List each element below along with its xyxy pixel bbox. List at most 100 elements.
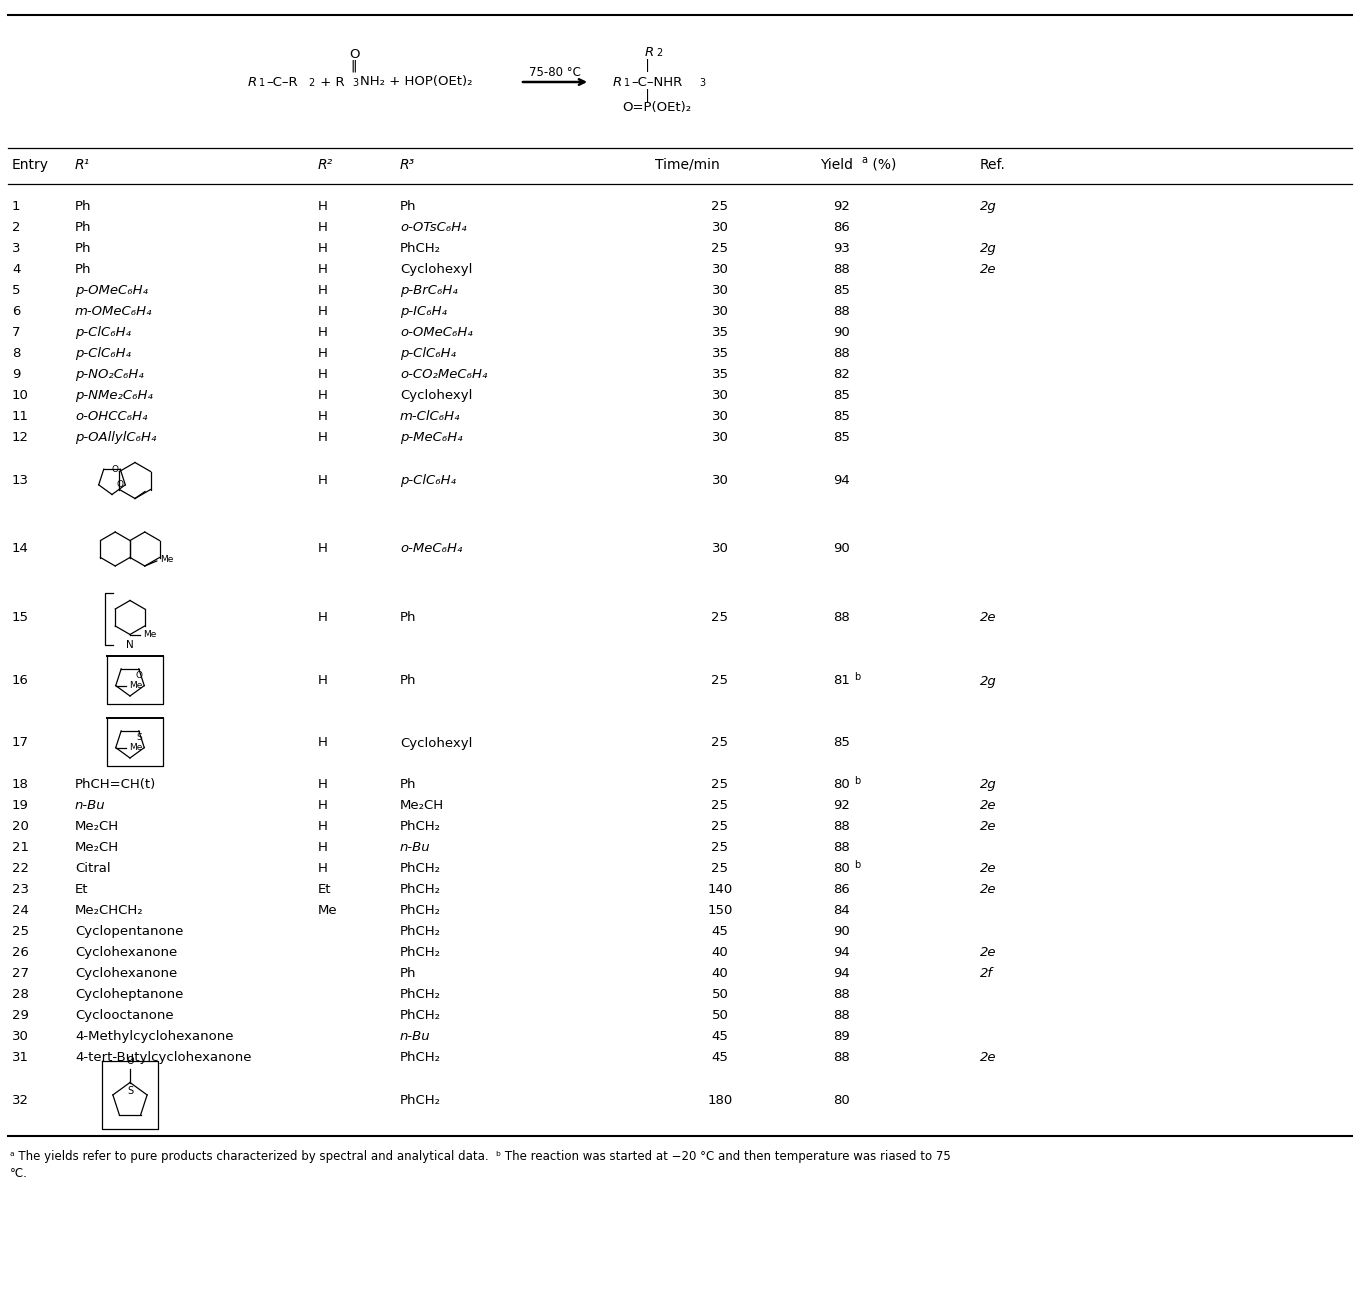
Text: 24: 24 xyxy=(12,904,29,917)
Text: 15: 15 xyxy=(12,610,29,624)
Text: N: N xyxy=(126,639,133,650)
Text: 30: 30 xyxy=(711,389,729,402)
Text: 25: 25 xyxy=(711,799,729,812)
Text: Cyclopentanone: Cyclopentanone xyxy=(75,925,184,938)
Text: 25: 25 xyxy=(12,925,29,938)
Text: Me: Me xyxy=(143,630,156,639)
Text: 2e: 2e xyxy=(981,862,997,875)
Text: Cyclohexyl: Cyclohexyl xyxy=(400,389,472,402)
Text: 29: 29 xyxy=(12,1009,29,1022)
Text: Ph: Ph xyxy=(75,263,91,276)
Text: –C–NHR: –C–NHR xyxy=(631,76,683,89)
Text: o-OHCC₆H₄: o-OHCC₆H₄ xyxy=(75,410,147,423)
Text: 85: 85 xyxy=(834,284,850,297)
Text: H: H xyxy=(318,326,328,339)
Text: 13: 13 xyxy=(12,474,29,487)
Text: H: H xyxy=(318,242,328,255)
Text: p-ClC₆H₄: p-ClC₆H₄ xyxy=(75,326,131,339)
Text: 2g: 2g xyxy=(981,200,997,214)
Text: 2e: 2e xyxy=(981,883,997,896)
Text: °C.: °C. xyxy=(10,1167,27,1180)
Text: PhCH₂: PhCH₂ xyxy=(400,1094,441,1107)
Text: p-MeC₆H₄: p-MeC₆H₄ xyxy=(400,431,462,444)
Text: 92: 92 xyxy=(834,799,850,812)
Text: Ph: Ph xyxy=(400,610,416,624)
Text: Me: Me xyxy=(318,904,337,917)
Text: 8: 8 xyxy=(12,347,20,360)
Text: 45: 45 xyxy=(711,1051,729,1064)
Text: 25: 25 xyxy=(711,841,729,854)
Text: 30: 30 xyxy=(711,284,729,297)
Text: O: O xyxy=(126,1056,133,1065)
Text: 2: 2 xyxy=(12,221,20,234)
Text: 9: 9 xyxy=(12,368,20,381)
Text: 30: 30 xyxy=(711,410,729,423)
Text: Ph: Ph xyxy=(75,242,91,255)
Text: Me: Me xyxy=(129,743,141,752)
Text: 6: 6 xyxy=(12,305,20,318)
Text: n-Bu: n-Bu xyxy=(400,841,431,854)
Text: 50: 50 xyxy=(711,1009,729,1022)
Text: 85: 85 xyxy=(834,410,850,423)
Text: 16: 16 xyxy=(12,675,29,688)
Text: 2e: 2e xyxy=(981,610,997,624)
Text: m-ClC₆H₄: m-ClC₆H₄ xyxy=(400,410,461,423)
Text: 30: 30 xyxy=(12,1030,29,1043)
Text: 2e: 2e xyxy=(981,820,997,833)
Text: 30: 30 xyxy=(711,474,729,487)
Text: p-ClC₆H₄: p-ClC₆H₄ xyxy=(75,347,131,360)
Text: 20: 20 xyxy=(12,820,29,833)
Text: 92: 92 xyxy=(834,200,850,214)
Text: 35: 35 xyxy=(711,326,729,339)
Text: 25: 25 xyxy=(711,242,729,255)
Text: H: H xyxy=(318,542,328,555)
Text: 25: 25 xyxy=(711,820,729,833)
Text: b: b xyxy=(854,776,861,786)
Text: 2f: 2f xyxy=(981,967,993,980)
Text: PhCH₂: PhCH₂ xyxy=(400,883,441,896)
Text: NH₂ + HOP(OEt)₂: NH₂ + HOP(OEt)₂ xyxy=(360,76,472,89)
Text: 88: 88 xyxy=(834,347,850,360)
Text: 25: 25 xyxy=(711,778,729,791)
Text: Me₂CH: Me₂CH xyxy=(75,820,120,833)
Text: 94: 94 xyxy=(834,967,850,980)
Text: o-OMeC₆H₄: o-OMeC₆H₄ xyxy=(400,326,473,339)
Text: H: H xyxy=(318,347,328,360)
Text: (%): (%) xyxy=(868,159,896,172)
Text: 4-tert-Butylcyclohexanone: 4-tert-Butylcyclohexanone xyxy=(75,1051,252,1064)
Text: H: H xyxy=(318,799,328,812)
Text: 85: 85 xyxy=(834,736,850,749)
Text: ❘: ❘ xyxy=(642,59,654,72)
Text: Ph: Ph xyxy=(400,967,416,980)
Text: R: R xyxy=(248,76,257,89)
Text: Me₂CH: Me₂CH xyxy=(400,799,445,812)
Text: PhCH₂: PhCH₂ xyxy=(400,820,441,833)
Text: 27: 27 xyxy=(12,967,29,980)
Text: H: H xyxy=(318,221,328,234)
Text: R¹: R¹ xyxy=(75,159,90,172)
Text: n-Bu: n-Bu xyxy=(75,799,106,812)
Text: O: O xyxy=(117,481,124,490)
Text: Cyclohexanone: Cyclohexanone xyxy=(75,967,177,980)
Text: PhCH₂: PhCH₂ xyxy=(400,242,441,255)
Text: H: H xyxy=(318,820,328,833)
Text: 89: 89 xyxy=(834,1030,850,1043)
Text: Yield: Yield xyxy=(820,159,853,172)
Text: 88: 88 xyxy=(834,263,850,276)
Text: H: H xyxy=(318,410,328,423)
Text: 82: 82 xyxy=(834,368,850,381)
Text: Cyclohexanone: Cyclohexanone xyxy=(75,946,177,959)
Text: 4: 4 xyxy=(12,263,20,276)
Text: 86: 86 xyxy=(834,883,850,896)
Text: Ph: Ph xyxy=(400,200,416,214)
Text: H: H xyxy=(318,389,328,402)
Text: ᵃ The yields refer to pure products characterized by spectral and analytical dat: ᵃ The yields refer to pure products char… xyxy=(10,1150,951,1163)
Text: o-OTsC₆H₄: o-OTsC₆H₄ xyxy=(400,221,466,234)
Text: 1: 1 xyxy=(624,79,630,88)
Text: Cycloheptanone: Cycloheptanone xyxy=(75,988,184,1001)
Text: 90: 90 xyxy=(834,925,850,938)
Text: Ph: Ph xyxy=(75,221,91,234)
Text: 22: 22 xyxy=(12,862,29,875)
Text: H: H xyxy=(318,284,328,297)
Text: O: O xyxy=(135,671,143,680)
